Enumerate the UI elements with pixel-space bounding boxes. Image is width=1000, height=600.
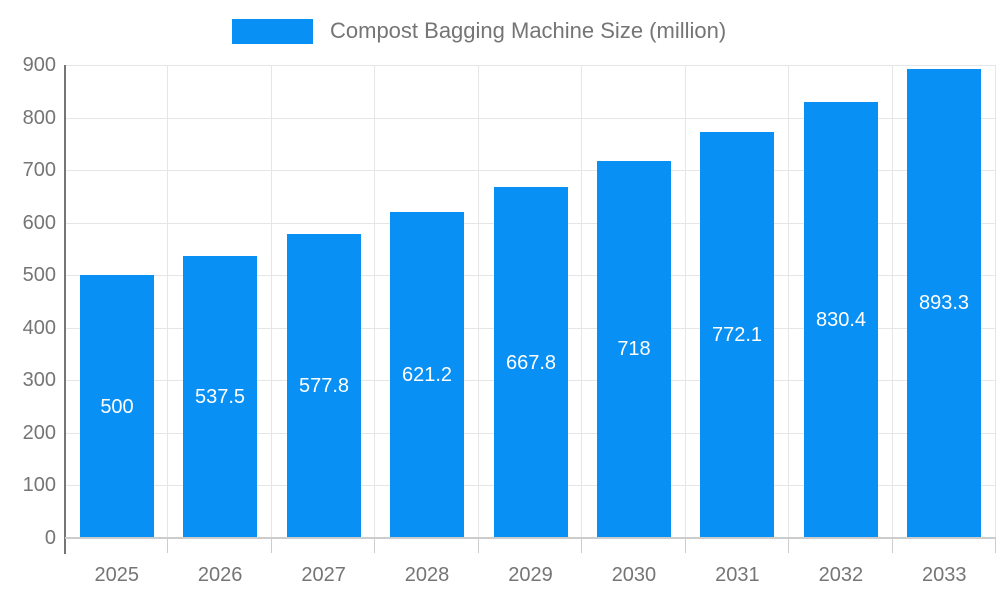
x-axis-tick-label: 2033	[922, 564, 967, 586]
x-tick-mark	[478, 538, 479, 553]
legend-label: Compost Bagging Machine Size (million)	[330, 18, 727, 43]
x-axis-tick-label: 2028	[404, 564, 450, 586]
y-axis-tick-label: 500	[22, 264, 56, 287]
bar-value-label: 893.3	[918, 292, 970, 315]
y-axis-tick-label: 700	[22, 159, 56, 182]
h-gridline	[65, 65, 996, 66]
v-gridline	[167, 65, 168, 538]
y-axis-tick-label: 800	[22, 106, 56, 129]
y-axis-tick-label: 100	[22, 474, 56, 497]
y-axis-tick-label: 400	[22, 316, 56, 339]
x-axis-tick-label: 2029	[508, 564, 553, 586]
v-gridline	[581, 65, 582, 538]
chart-bar-2033[interactable]: 893.3	[907, 68, 981, 538]
x-tick-mark	[995, 538, 996, 553]
x-tick-mark	[581, 538, 582, 553]
x-axis-tick-label: 2032	[818, 564, 864, 586]
y-axis-tick-label: 300	[22, 369, 56, 392]
chart-bar-2025[interactable]: 500	[80, 275, 154, 538]
x-tick-mark	[685, 538, 686, 553]
legend-swatch	[232, 18, 313, 44]
x-axis-tick-label: 2026	[197, 564, 243, 586]
chart-bar-2030[interactable]: 718	[597, 160, 671, 538]
v-gridline	[478, 65, 479, 538]
v-gridline	[271, 65, 272, 538]
chart-bar-2031[interactable]: 772.1	[700, 132, 774, 538]
bar-value-label: 772.1	[711, 324, 763, 347]
h-gridline	[65, 170, 996, 172]
x-tick-mark	[892, 538, 893, 553]
v-gridline	[892, 65, 893, 538]
bar-value-label: 667.8	[505, 351, 557, 374]
chart-bar-2032[interactable]: 830.4	[804, 101, 878, 538]
y-axis-tick-label: 0	[44, 527, 56, 549]
v-gridline	[995, 65, 996, 538]
bar-value-label: 718	[617, 338, 651, 361]
bar-value-label: 621.2	[401, 363, 453, 386]
x-axis-tick-label: 2025	[94, 564, 139, 586]
chart-bar-2028[interactable]: 621.2	[390, 211, 464, 538]
v-gridline	[788, 65, 789, 538]
v-gridline	[374, 65, 375, 538]
x-tick-mark	[167, 538, 168, 553]
y-axis-tick-label: 200	[22, 421, 56, 444]
x-tick-mark	[374, 538, 375, 553]
h-gridline	[65, 117, 996, 119]
x-tick-mark	[271, 538, 272, 553]
bar-value-label: 537.5	[194, 385, 246, 408]
bar-value-label: 577.8	[298, 375, 350, 398]
plot-area: 500 537.5 577.8 621.2 667.8 718 772.1 830.4 893.…	[65, 65, 996, 538]
legend-item[interactable]: Compost Bagging Machine Size (million)	[232, 17, 726, 45]
bar-value-label: 830.4	[815, 308, 867, 331]
chart-bar-2026[interactable]: 537.5	[183, 255, 257, 538]
chart-bar-2027[interactable]: 577.8	[287, 234, 361, 538]
x-axis-tick-label: 2027	[301, 564, 346, 586]
v-gridline	[685, 65, 686, 538]
x-axis-line	[65, 537, 996, 539]
chart-bar-2029[interactable]: 667.8	[494, 187, 568, 538]
bar-value-label: 500	[100, 395, 134, 418]
x-tick-mark	[788, 538, 789, 553]
x-axis-tick-label: 2030	[611, 564, 657, 586]
y-axis-line	[64, 65, 66, 554]
y-axis-tick-label: 900	[22, 54, 56, 76]
y-axis-tick-label: 600	[22, 211, 56, 234]
x-axis-tick-label: 2031	[715, 564, 760, 586]
